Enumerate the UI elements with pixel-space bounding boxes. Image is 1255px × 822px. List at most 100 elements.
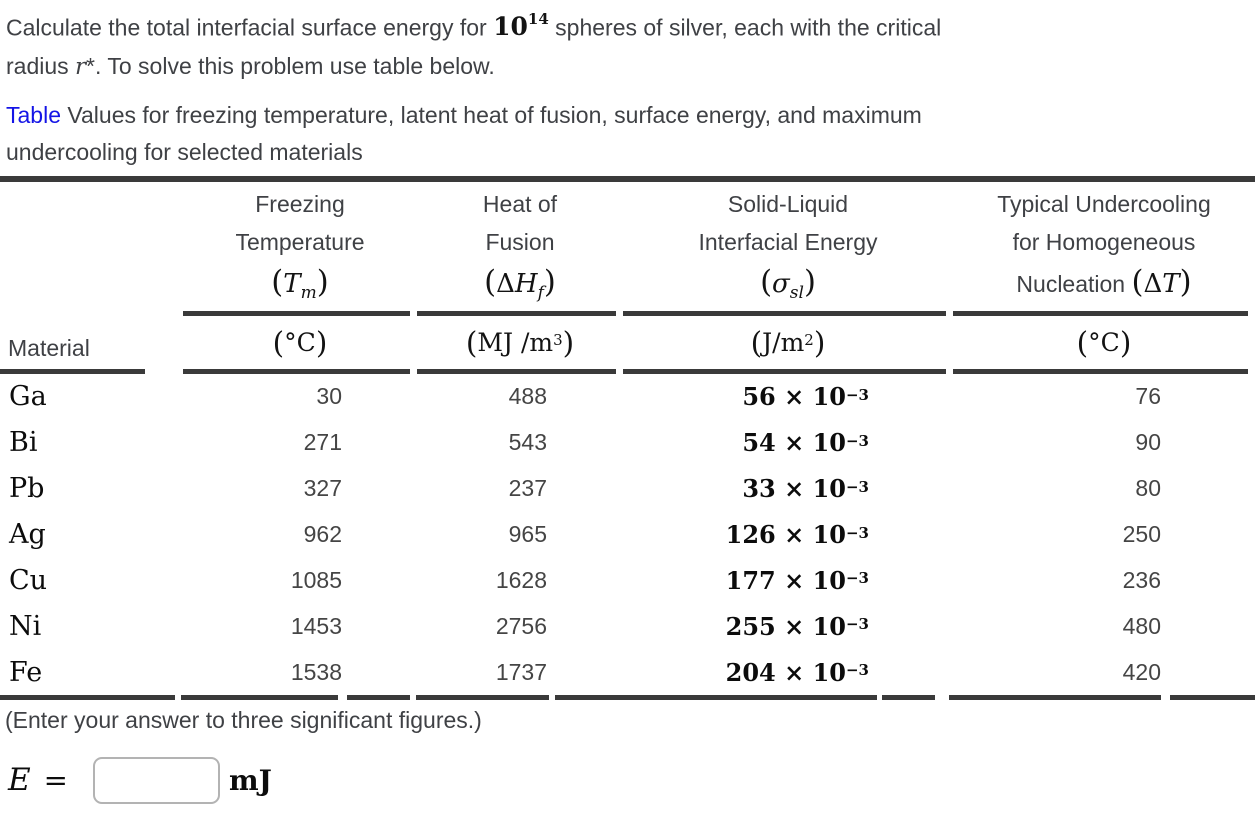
material-cell: Ag [9,519,46,550]
material-cell: Cu [9,564,48,596]
heat-of-fusion-cell: 237 [508,475,547,502]
interfacial-energy-cell: 126 × 10 −3 [725,520,869,549]
interfacial-energy-cell: 255 × 10 −3 [725,611,869,641]
rule-segment [623,369,946,374]
undercooling-cell: 76 [1135,383,1161,410]
freezing-temp-cell: 30 [316,383,342,410]
rule-segment [949,695,1161,701]
undercooling-cell: 480 [1122,612,1161,639]
table-caption: Table Values for freezing temperature, l… [6,97,922,171]
rule-segment [1170,695,1255,701]
header-line: Freezing [255,191,345,217]
undercooling-cell: 90 [1135,429,1161,456]
question-text-4: . To solve this problem use table below. [95,53,495,80]
table-header-row: Freezing Temperature (Tm) Heat of Fusion… [0,182,1255,311]
header-line: Interfacial Energy [698,229,878,255]
heat-of-fusion-cell: 965 [508,521,547,547]
spheres-count: 1014 [493,10,549,42]
rule-segment [183,311,410,316]
freezing-temp-cell: 1453 [290,612,342,639]
table-link[interactable]: Table [6,102,61,128]
units-row: Material (°C) (MJ /m 3) (J/m 2) (°C) [0,316,1255,369]
header-symbol-sigma: (σsl) [760,265,816,304]
column-header-heat-of-fusion: Heat of Fusion (ΔHf) [417,182,623,315]
freezing-temp-cell: 271 [303,429,342,456]
freezing-temp-cell: 962 [303,521,342,547]
freezing-temp-cell: 327 [303,475,342,502]
rule-segment [0,695,175,701]
question-line-1: Calculate the total interfacial surface … [6,2,941,47]
header-mid-rule [0,311,1255,316]
material-cell: Bi [9,427,38,459]
table-row: Fe 1538 1737 204 × 10 −3 420 [0,649,1255,695]
header-symbol-dt: Nucleation (ΔT) [1016,265,1192,300]
caption-line-2: undercooling for selected materials [6,139,363,165]
header-line: Typical Undercooling [997,191,1211,217]
table-row: Bi 271 543 54 × 10 −3 90 [0,420,1255,466]
table-top-rule [0,176,1255,182]
header-symbol-hf: (ΔHf) [484,265,556,304]
undercooling-cell: 80 [1135,475,1161,502]
question-text-2: spheres of silver, each with the critica… [548,14,942,41]
rule-segment [623,311,946,316]
material-header-spacer [0,182,183,315]
materials-table: Freezing Temperature (Tm) Heat of Fusion… [0,176,1255,701]
power-base: 10 [493,12,528,42]
rule-segment [882,695,935,701]
undercooling-cell: 250 [1122,521,1161,547]
rule-segment [416,695,549,701]
answer-input[interactable] [92,756,220,804]
unit-interfacial-energy: (J/m 2) [750,325,826,360]
table-row: Ga 30 488 56 × 10 −3 76 [0,374,1255,420]
material-cell: Ga [9,381,47,413]
interfacial-energy-cell: 56 × 10 −3 [742,382,869,412]
interfacial-energy-cell: 54 × 10 −3 [742,428,869,458]
rule-segment [183,369,410,374]
unit-heat-of-fusion: (MJ /m 3) [465,325,575,360]
energy-symbol: E [8,762,31,798]
material-cell: Ni [9,610,42,642]
interfacial-energy-cell: 204 × 10 −3 [725,657,869,687]
material-cell: Pb [9,473,45,505]
rule-segment [555,695,877,701]
heat-of-fusion-cell: 488 [508,383,547,410]
header-line: for Homogeneous [1012,229,1196,255]
table-bottom-rule [0,695,1255,701]
rule-segment [347,695,410,701]
question-text-3: radius [6,53,76,80]
question-line-2: radius r*. To solve this problem use tab… [6,47,941,87]
header-symbol-tm: (Tm) [271,265,329,304]
table-row: Pb 327 237 33 × 10 −3 80 [0,466,1255,512]
column-header-freezing-temperature: Freezing Temperature (Tm) [183,182,417,315]
caption-line-1: Table Values for freezing temperature, l… [6,97,922,134]
equals-sign: = [43,763,68,797]
rule-segment [953,369,1248,374]
freezing-temp-cell: 1538 [290,658,342,685]
material-column-header: Material [8,335,90,361]
interfacial-energy-cell: 33 × 10 −3 [742,474,869,504]
unit-undercooling: (°C) [1076,325,1132,360]
heat-of-fusion-cell: 1737 [495,658,547,685]
question-text-1: Calculate the total interfacial surface … [6,14,494,41]
header-bottom-rule [0,369,1255,374]
radius-star: * [86,53,95,80]
critical-radius-var: r [75,54,87,81]
table-row: Cu 1085 1628 177 × 10 −3 236 [0,557,1255,603]
rule-segment [417,369,616,374]
answer-row: E = mJ [8,751,272,809]
table-row: Ag 962 965 126 × 10 −3 250 [0,512,1255,558]
table-row: Ni 1453 2756 255 × 10 −3 480 [0,603,1255,649]
header-line: Fusion [485,229,555,255]
heat-of-fusion-cell: 2756 [495,612,547,639]
heat-of-fusion-cell: 543 [508,429,547,456]
rule-segment [953,311,1248,316]
material-cell: Fe [9,656,43,688]
header-line: Temperature [235,229,365,255]
freezing-temp-cell: 1085 [290,566,342,593]
problem-statement: Calculate the total interfacial surface … [6,2,941,87]
rule-segment [181,695,338,701]
header-line: Heat of [482,191,558,217]
rule-segment [417,311,616,316]
heat-of-fusion-cell: 1628 [495,566,547,593]
